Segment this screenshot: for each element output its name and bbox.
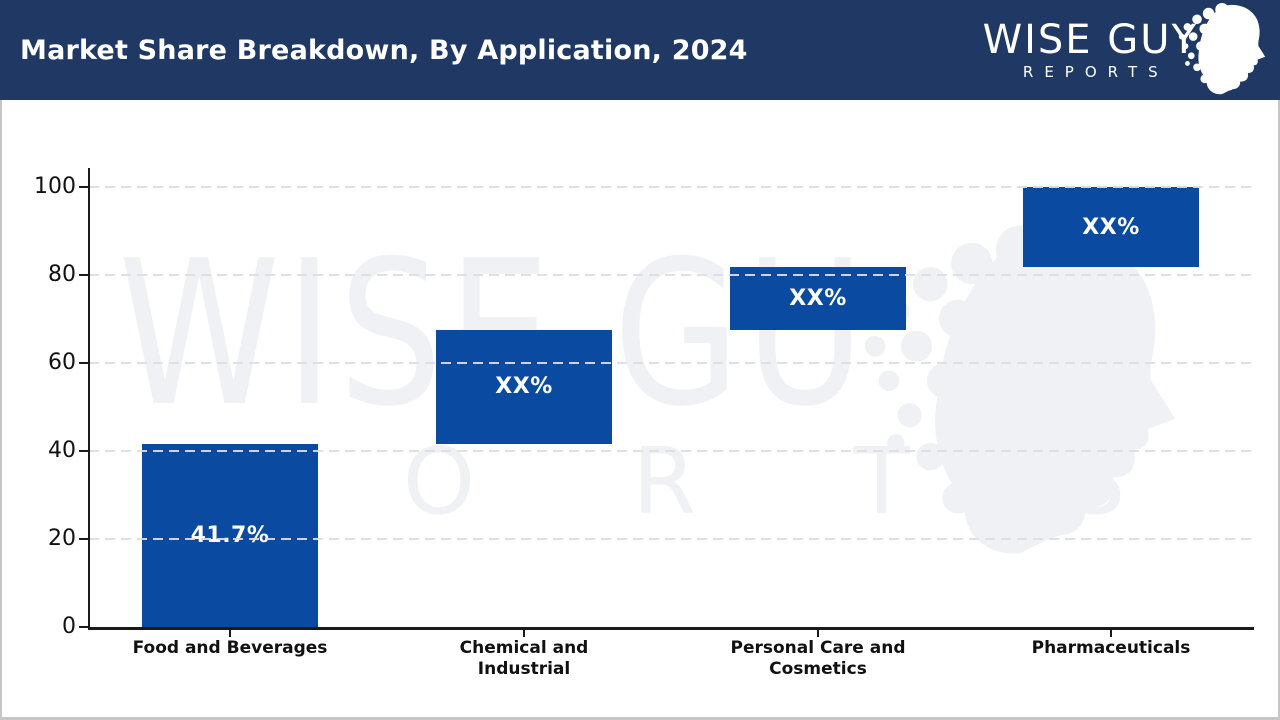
bar-1: 41.7% — [142, 443, 318, 627]
chart-plot-area: 41.7% XX% XX% XX% 0 20 40 60 80 100 Food and Beve… — [0, 100, 1280, 717]
y-tick-label: 100 — [34, 174, 76, 199]
y-tick-label: 80 — [48, 262, 76, 287]
bar-value-label: XX% — [1082, 214, 1140, 240]
x-tick-mark — [523, 630, 525, 637]
bar-2: XX% — [436, 330, 612, 444]
category-label: Chemical and Industrial — [459, 638, 589, 679]
y-axis-line — [88, 168, 90, 629]
page-border-right — [1278, 100, 1280, 720]
bar-4: XX% — [1023, 187, 1199, 268]
y-tick-mark — [79, 450, 88, 452]
y-tick-mark — [79, 538, 88, 540]
brand-wordmark: WISE GUY REPORTS — [983, 19, 1198, 81]
page-border-left — [0, 100, 2, 720]
gridline — [89, 450, 1253, 452]
x-tick-mark — [817, 630, 819, 637]
category-label: Food and Beverages — [132, 638, 328, 658]
x-tick-mark — [1110, 630, 1112, 637]
y-tick-label: 40 — [48, 438, 76, 463]
wiseguy-wordmark: WISE GUY — [982, 17, 1198, 63]
y-tick-mark — [79, 274, 88, 276]
brand-logo: WISE GUY REPORTS — [983, 2, 1280, 98]
bar-value-label: XX% — [789, 286, 847, 312]
bar-3: XX% — [730, 267, 906, 331]
y-tick-label: 20 — [48, 526, 76, 551]
watermark-face-icon — [845, 222, 1195, 571]
gridline — [89, 538, 1253, 540]
gridline — [89, 274, 1253, 276]
bar-value-label: XX% — [495, 374, 553, 400]
y-tick-mark — [79, 186, 88, 188]
x-tick-mark — [229, 630, 231, 637]
reports-wordmark: REPORTS — [1022, 63, 1169, 81]
bar-value-label: 41.7% — [190, 522, 270, 548]
header-bar: Market Share Breakdown, By Application, … — [0, 0, 1280, 100]
gridline — [89, 186, 1253, 188]
category-label: Personal Care and Cosmetics — [730, 638, 906, 679]
category-label: Pharmaceuticals — [1031, 638, 1191, 658]
face-dots-icon — [1172, 2, 1272, 98]
y-tick-label: 0 — [62, 614, 76, 639]
x-axis-line — [88, 627, 1254, 630]
page-title: Market Share Breakdown, By Application, … — [20, 34, 748, 66]
gridline — [89, 362, 1253, 364]
y-tick-label: 60 — [48, 350, 76, 375]
y-tick-mark — [79, 626, 88, 628]
page-border-bottom — [0, 717, 1280, 720]
y-tick-mark — [79, 362, 88, 364]
